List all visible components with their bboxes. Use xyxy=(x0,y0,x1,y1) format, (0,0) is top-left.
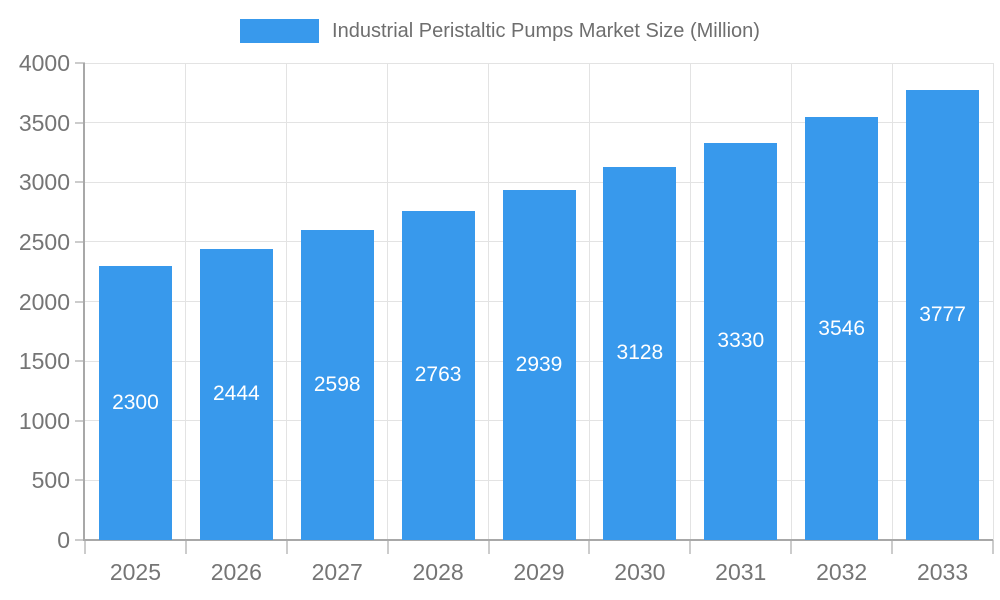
bar-2025[interactable]: 2300 xyxy=(98,265,172,540)
y-axis-line xyxy=(83,63,85,540)
y-axis-tick-mark xyxy=(75,419,85,422)
bar-value-label: 3546 xyxy=(818,316,866,340)
y-axis-tick-mark xyxy=(75,240,85,243)
legend-swatch xyxy=(240,19,320,43)
y-axis-tick-mark xyxy=(75,539,85,541)
x-axis-tick-mark xyxy=(184,540,187,554)
x-axis-tick-label: 2031 xyxy=(715,559,767,585)
bar-2028[interactable]: 2763 xyxy=(401,210,475,540)
y-axis-tick-label: 4000 xyxy=(18,50,70,76)
gridline-horizontal xyxy=(85,62,993,64)
legend-item[interactable]: Industrial Peristaltic Pumps Market Size… xyxy=(0,19,1000,43)
x-axis-tick-label: 2028 xyxy=(412,559,464,585)
y-axis-tick-label: 1000 xyxy=(18,407,70,434)
gridline-vertical xyxy=(689,63,691,540)
x-axis-tick-mark xyxy=(992,540,994,554)
bar-2027[interactable]: 2598 xyxy=(300,230,374,540)
y-axis-tick-label: 3500 xyxy=(18,109,70,136)
x-axis-tick-label: 2025 xyxy=(109,559,162,585)
y-axis-tick-mark xyxy=(75,62,85,64)
gridline-horizontal xyxy=(85,181,993,183)
bar-value-label: 2763 xyxy=(414,363,462,387)
gridline-vertical xyxy=(185,63,187,540)
y-axis-tick-mark xyxy=(75,479,85,482)
bar-2030[interactable]: 3128 xyxy=(603,166,677,540)
gridline-vertical xyxy=(387,63,389,540)
x-axis-tick-label: 2030 xyxy=(614,559,666,585)
gridline-vertical xyxy=(588,63,590,540)
bar-value-label: 3330 xyxy=(717,329,765,353)
y-axis-tick-label: 2500 xyxy=(18,228,70,255)
gridline-horizontal xyxy=(85,122,993,124)
y-axis-tick-label: 2000 xyxy=(18,288,70,315)
y-axis-tick-label: 1500 xyxy=(18,348,70,375)
bar-value-label: 3128 xyxy=(616,341,664,365)
bar-2029[interactable]: 2939 xyxy=(502,189,576,540)
gridline-vertical xyxy=(488,63,490,540)
bar-value-label: 2939 xyxy=(515,352,563,376)
y-axis-tick-label: 0 xyxy=(57,527,70,553)
legend-label: Industrial Peristaltic Pumps Market Size… xyxy=(332,20,760,42)
x-axis-tick-mark xyxy=(487,540,490,554)
x-axis-tick-mark xyxy=(285,540,288,554)
y-axis-tick-mark xyxy=(75,300,85,303)
gridline-vertical xyxy=(286,63,288,540)
x-axis-tick-label: 2027 xyxy=(311,559,363,585)
bar-2031[interactable]: 3330 xyxy=(704,142,778,540)
bar-value-label: 2444 xyxy=(212,382,260,406)
x-axis-tick-label: 2032 xyxy=(816,559,868,585)
x-axis-tick-mark xyxy=(84,540,86,554)
y-axis-tick-mark xyxy=(75,360,85,363)
bar-2032[interactable]: 3546 xyxy=(805,117,879,540)
gridline-vertical xyxy=(891,63,893,540)
y-axis-tick-label: 3000 xyxy=(18,169,70,196)
x-axis-tick-mark xyxy=(588,540,591,554)
bar-value-label: 3777 xyxy=(919,302,966,326)
bar-2026[interactable]: 2444 xyxy=(199,248,273,540)
x-axis-tick-mark xyxy=(790,540,793,554)
x-axis-tick-label: 2029 xyxy=(513,559,565,585)
y-axis-tick-mark xyxy=(75,121,85,124)
x-axis-tick-label: 2026 xyxy=(210,559,262,585)
gridline-vertical xyxy=(992,63,994,540)
x-axis-tick-mark xyxy=(386,540,389,554)
x-axis-tick-mark xyxy=(689,540,692,554)
bar-value-label: 2300 xyxy=(112,390,159,414)
y-axis-tick-label: 500 xyxy=(31,467,70,494)
bar-value-label: 2598 xyxy=(313,373,361,397)
y-axis-tick-mark xyxy=(75,181,85,184)
bar-2033[interactable]: 3777 xyxy=(906,89,980,540)
gridline-vertical xyxy=(790,63,792,540)
x-axis-tick-label: 2033 xyxy=(916,559,969,585)
x-axis-tick-mark xyxy=(891,540,894,554)
x-axis-line xyxy=(83,539,993,541)
